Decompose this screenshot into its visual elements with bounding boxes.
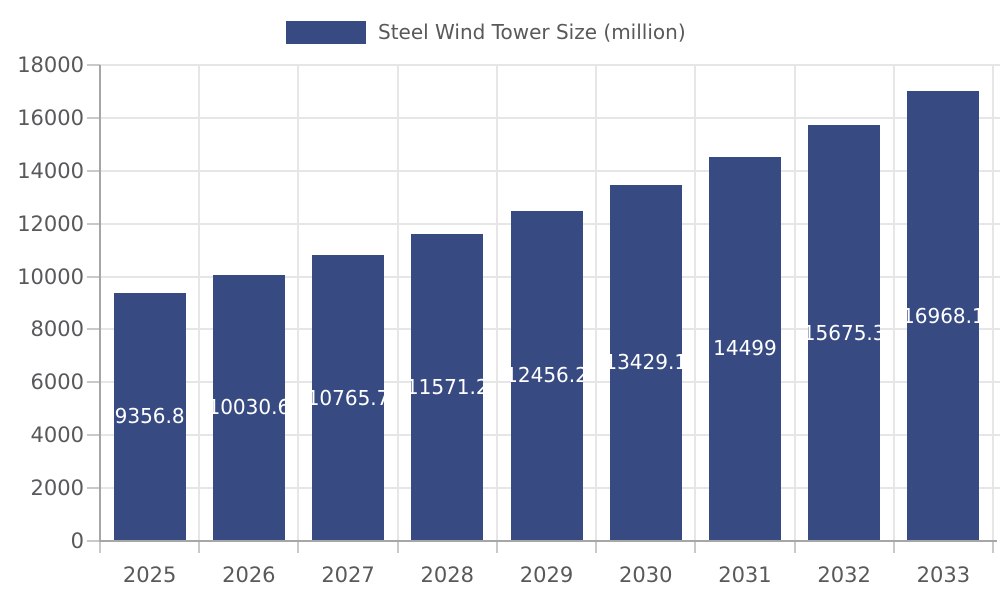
y-axis-tick-label: 14000 [17, 158, 84, 183]
x-axis-tick [595, 541, 598, 553]
bar-value-label: 12456.2 [510, 363, 583, 388]
bar-2026[interactable]: 10030.6 [212, 274, 285, 540]
legend-label: Steel Wind Tower Size (million) [378, 20, 686, 44]
legend-swatch [286, 20, 366, 44]
gridline-horizontal [100, 169, 1000, 172]
gridline-vertical [595, 65, 598, 541]
bar-2028[interactable]: 11571.2 [411, 234, 484, 540]
y-axis-tick [87, 275, 100, 278]
x-axis-tick [396, 541, 399, 553]
y-axis-tick [87, 169, 100, 172]
x-axis-tick [198, 541, 201, 553]
x-axis-tick-label: 2029 [519, 563, 574, 587]
gridline-vertical [992, 65, 994, 541]
legend[interactable]: Steel Wind Tower Size (million) [286, 20, 686, 44]
bar-2030[interactable]: 13429.1 [609, 184, 682, 540]
x-axis-tick-label: 2028 [420, 563, 474, 587]
bar-value-label: 10030.6 [212, 395, 285, 420]
gridline-vertical [396, 65, 399, 541]
x-axis-tick [793, 541, 796, 553]
gridline-vertical [297, 65, 300, 541]
y-axis-tick [87, 540, 100, 542]
x-axis-tick-label: 2031 [718, 563, 772, 587]
x-axis-tick [694, 541, 697, 553]
bar-2033[interactable]: 16968.1 [907, 91, 980, 540]
y-axis-tick-label: 12000 [17, 211, 84, 236]
y-axis-tick [87, 434, 100, 437]
bar-2025[interactable]: 9356.8 [113, 292, 186, 540]
gridline-vertical [892, 65, 895, 541]
gridline-vertical [198, 65, 201, 541]
gridline-horizontal [100, 64, 1000, 66]
bar-value-label: 14499 [713, 336, 777, 361]
bar-2029[interactable]: 12456.2 [510, 210, 583, 540]
bar-value-label: 11571.2 [411, 374, 484, 399]
y-axis-line [99, 65, 101, 542]
x-axis-tick-label: 2025 [122, 563, 177, 587]
y-axis-tick-label: 4000 [30, 423, 84, 448]
x-axis-tick [992, 541, 994, 553]
gridline-horizontal [100, 116, 1000, 119]
y-axis-tick-label: 18000 [17, 53, 84, 77]
bar-value-label: 15675.3 [808, 320, 881, 345]
y-axis-tick [87, 222, 100, 225]
x-axis-tick [99, 541, 101, 553]
x-axis-tick [892, 541, 895, 553]
gridline-vertical [694, 65, 697, 541]
bar-2027[interactable]: 10765.7 [312, 255, 385, 540]
y-axis-tick [87, 487, 100, 490]
x-axis-tick-label: 2027 [321, 563, 375, 587]
gridline-vertical [495, 65, 498, 541]
bar-value-label: 9356.8 [114, 404, 185, 429]
bar-value-label: 10765.7 [312, 385, 385, 410]
bar-2031[interactable]: 14499 [708, 156, 781, 540]
bar-value-label: 13429.1 [609, 350, 682, 375]
x-axis-tick-label: 2030 [618, 563, 673, 587]
y-axis-tick-label: 16000 [17, 105, 84, 130]
y-axis-tick-label: 2000 [30, 476, 84, 501]
y-axis-tick-label: 6000 [30, 370, 84, 395]
y-axis-tick-label: 8000 [30, 317, 84, 342]
bar-value-label: 16968.1 [907, 303, 980, 328]
x-axis-tick [495, 541, 498, 553]
y-axis-tick [87, 381, 100, 384]
x-axis-tick [297, 541, 300, 553]
bar-2032[interactable]: 15675.3 [808, 125, 881, 540]
gridline-vertical [793, 65, 796, 541]
y-axis-tick [87, 64, 100, 66]
x-axis-line [99, 540, 997, 542]
x-axis-tick-label: 2026 [222, 563, 276, 587]
x-axis-tick-label: 2032 [817, 563, 871, 587]
y-axis-tick [87, 116, 100, 119]
y-axis-tick-label: 10000 [17, 264, 84, 289]
y-axis-tick-label: 0 [70, 529, 84, 553]
y-axis-tick [87, 328, 100, 331]
x-axis-tick-label: 2033 [916, 563, 971, 587]
